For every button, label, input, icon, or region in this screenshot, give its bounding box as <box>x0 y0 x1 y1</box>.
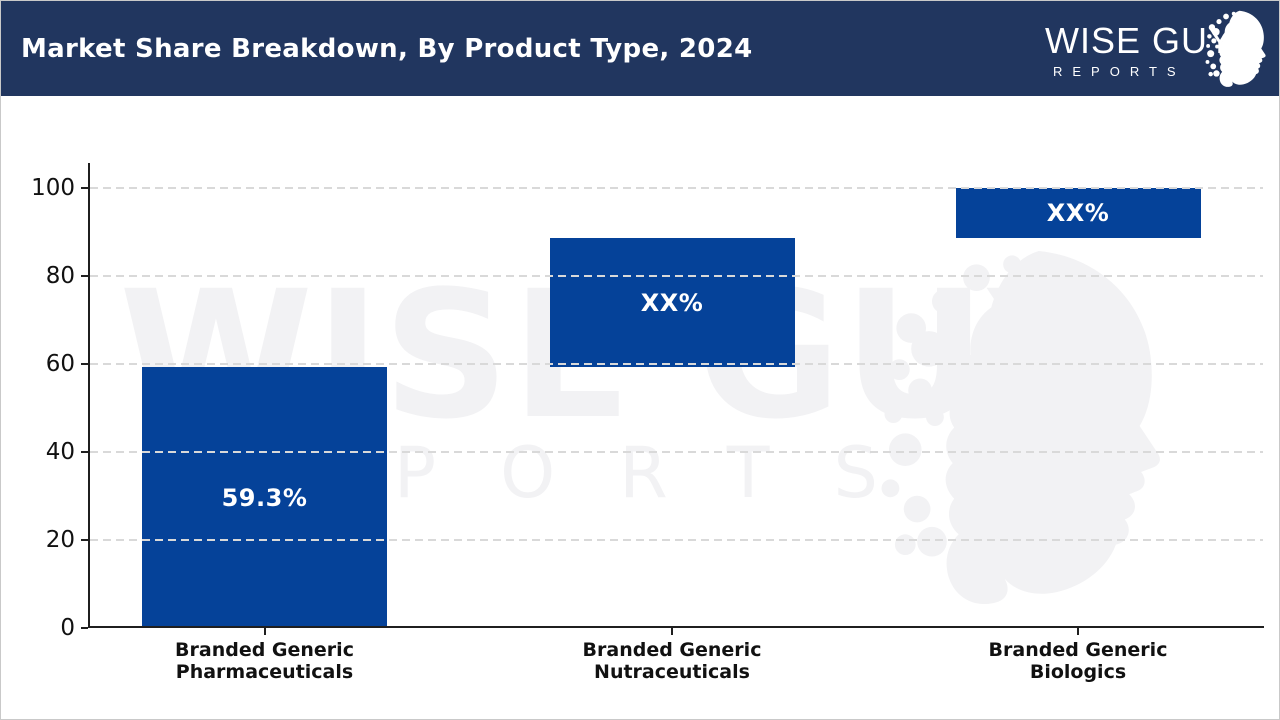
x-axis-tick <box>1077 628 1079 635</box>
y-axis-tick <box>81 627 88 629</box>
y-tick-label: 20 <box>45 527 75 553</box>
grid-line <box>90 187 1263 189</box>
x-category-label-line: Branded Generic <box>582 639 762 661</box>
chart-area: WISE GUY REPORTS 59.3% XX% XX% 0 20 40 60 80 10… <box>1 96 1279 719</box>
x-category-label-line: Biologics <box>1029 661 1127 683</box>
y-axis-tick <box>81 363 88 365</box>
x-category-label: Branded Generic Biologics <box>918 639 1238 683</box>
y-tick-label: 100 <box>31 175 75 201</box>
y-axis-tick <box>81 187 88 189</box>
y-tick-label: 80 <box>45 263 75 289</box>
grid-line <box>90 363 1263 365</box>
grid-line <box>90 275 1263 277</box>
y-tick-label: 60 <box>45 351 75 377</box>
header: Market Share Breakdown, By Product Type,… <box>1 1 1279 96</box>
y-axis-tick <box>81 275 88 277</box>
y-axis <box>88 163 90 626</box>
logo-subtext: REPORTS <box>1053 64 1186 79</box>
grid-line <box>90 451 1263 453</box>
y-tick-label: 0 <box>60 615 75 641</box>
bar: XX% <box>549 238 795 368</box>
y-axis-tick <box>81 539 88 541</box>
x-category-label-line: Nutraceuticals <box>594 661 750 683</box>
bar: 59.3% <box>142 367 387 628</box>
x-axis-tick <box>263 628 266 635</box>
x-category-label: Branded Generic Pharmaceuticals <box>105 639 425 683</box>
x-category-label: Branded Generic Nutraceuticals <box>512 639 832 683</box>
grid-line <box>90 539 1263 541</box>
watermark-head-icon <box>881 250 1160 604</box>
logo-wordmark: WISE GUY <box>1045 20 1234 61</box>
page-title: Market Share Breakdown, By Product Type,… <box>21 34 753 64</box>
bar: XX% <box>955 188 1201 239</box>
bar-value-label: XX% <box>1046 199 1110 228</box>
x-axis <box>88 626 1264 628</box>
y-axis-tick <box>81 451 88 453</box>
x-category-label-line: Branded Generic <box>988 639 1168 661</box>
logo-head-icon <box>1205 10 1266 87</box>
bar-value-label: XX% <box>640 288 704 317</box>
bar-value-label: 59.3% <box>221 483 308 512</box>
x-category-label-line: Branded Generic <box>175 639 354 661</box>
x-axis-tick <box>671 628 673 635</box>
x-category-label-line: Pharmaceuticals <box>175 661 354 683</box>
wise-guy-reports-logo: WISE GUY REPORTS <box>1011 6 1267 92</box>
y-tick-label: 40 <box>45 439 75 465</box>
